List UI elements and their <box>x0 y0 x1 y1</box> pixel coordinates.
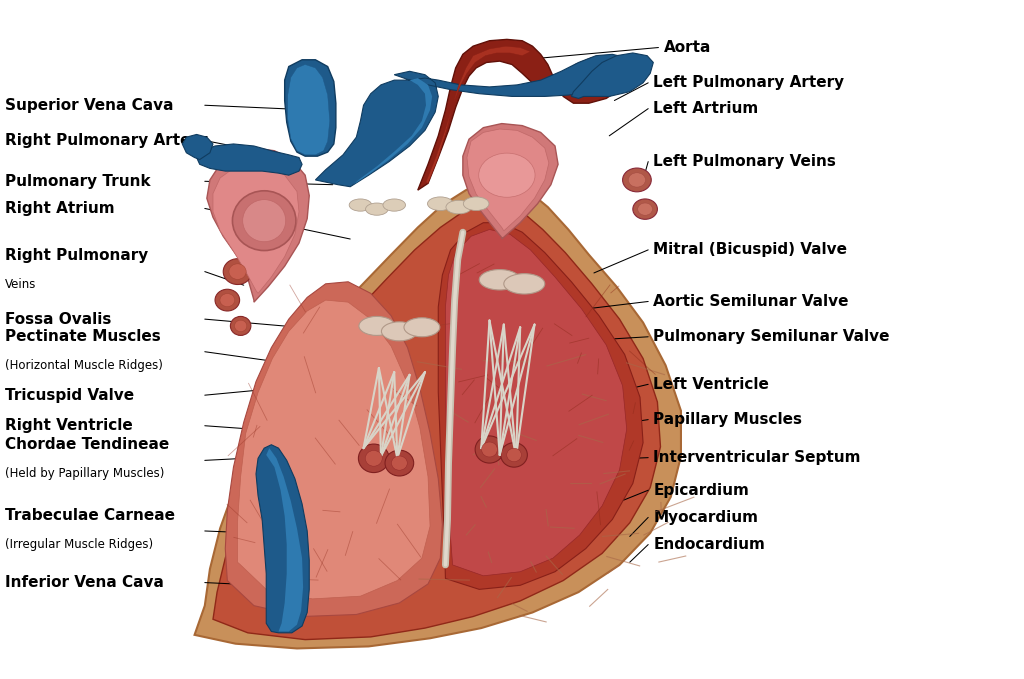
Text: Left Pulmonary Veins: Left Pulmonary Veins <box>653 154 837 169</box>
Polygon shape <box>438 223 643 589</box>
Text: Right Pulmonary Artery: Right Pulmonary Artery <box>5 133 208 148</box>
Text: Endocardium: Endocardium <box>653 537 765 552</box>
Ellipse shape <box>232 191 296 251</box>
Ellipse shape <box>629 173 645 187</box>
Ellipse shape <box>358 316 395 335</box>
Ellipse shape <box>475 436 504 463</box>
Text: Aortic Semilunar Valve: Aortic Semilunar Valve <box>653 294 849 309</box>
Polygon shape <box>197 144 302 175</box>
Ellipse shape <box>383 199 406 211</box>
Polygon shape <box>182 134 213 160</box>
Ellipse shape <box>504 274 545 294</box>
Polygon shape <box>288 65 330 155</box>
Text: Left Ventricle: Left Ventricle <box>653 377 769 392</box>
Text: Interventricular Septum: Interventricular Septum <box>653 450 861 465</box>
Polygon shape <box>213 204 660 640</box>
Ellipse shape <box>234 320 247 331</box>
Text: Inferior Vena Cava: Inferior Vena Cava <box>5 575 164 590</box>
Ellipse shape <box>381 322 418 341</box>
Text: Superior Vena Cava: Superior Vena Cava <box>5 98 174 113</box>
Text: Tricuspid Valve: Tricuspid Valve <box>5 388 134 403</box>
Polygon shape <box>207 148 309 302</box>
Ellipse shape <box>229 264 246 279</box>
Polygon shape <box>315 54 633 187</box>
Ellipse shape <box>478 153 535 197</box>
Polygon shape <box>285 60 336 156</box>
Text: (Irregular Muscle Ridges): (Irregular Muscle Ridges) <box>5 538 154 551</box>
Text: Veins: Veins <box>5 278 37 291</box>
Ellipse shape <box>481 442 498 457</box>
Text: Aorta: Aorta <box>664 40 711 55</box>
Polygon shape <box>463 124 558 239</box>
Ellipse shape <box>385 450 414 476</box>
Text: Pectinate Muscles: Pectinate Muscles <box>5 329 161 344</box>
Polygon shape <box>418 39 630 190</box>
Text: Myocardium: Myocardium <box>653 510 759 525</box>
Text: Epicardium: Epicardium <box>653 483 750 498</box>
Polygon shape <box>213 164 299 293</box>
Ellipse shape <box>366 450 382 466</box>
Polygon shape <box>353 78 432 185</box>
Polygon shape <box>195 182 681 648</box>
Polygon shape <box>238 300 430 599</box>
Ellipse shape <box>446 200 471 214</box>
Polygon shape <box>426 46 530 183</box>
Ellipse shape <box>391 456 408 470</box>
Text: Mitral (Bicuspid) Valve: Mitral (Bicuspid) Valve <box>653 242 847 257</box>
Ellipse shape <box>349 199 372 211</box>
Text: Left Artrium: Left Artrium <box>653 101 759 116</box>
Text: Chordae Tendineae: Chordae Tendineae <box>5 437 169 452</box>
Text: (Horizontal Muscle Ridges): (Horizontal Muscle Ridges) <box>5 359 163 371</box>
Text: Papillary Muscles: Papillary Muscles <box>653 412 803 427</box>
Text: Right Atrium: Right Atrium <box>5 201 115 216</box>
Ellipse shape <box>623 168 651 191</box>
Polygon shape <box>445 230 627 576</box>
Ellipse shape <box>633 199 657 219</box>
Ellipse shape <box>220 293 234 307</box>
Text: Right Pulmonary: Right Pulmonary <box>5 249 148 263</box>
Text: (Held by Papillary Muscles): (Held by Papillary Muscles) <box>5 467 165 480</box>
Ellipse shape <box>223 259 252 285</box>
Ellipse shape <box>403 318 440 337</box>
Polygon shape <box>467 129 549 231</box>
Ellipse shape <box>230 316 251 335</box>
Text: Left Pulmonary Artery: Left Pulmonary Artery <box>653 75 845 90</box>
Ellipse shape <box>243 200 286 242</box>
Text: Pulmonary Trunk: Pulmonary Trunk <box>5 174 151 189</box>
Ellipse shape <box>215 289 240 311</box>
Ellipse shape <box>479 270 520 290</box>
Ellipse shape <box>501 443 527 467</box>
Text: Fossa Ovalis: Fossa Ovalis <box>5 312 112 327</box>
Ellipse shape <box>366 203 388 215</box>
Polygon shape <box>256 445 309 633</box>
Ellipse shape <box>358 444 389 473</box>
Text: Trabeculae Carneae: Trabeculae Carneae <box>5 508 175 523</box>
Ellipse shape <box>638 203 652 215</box>
Text: Pulmonary Semilunar Valve: Pulmonary Semilunar Valve <box>653 329 890 344</box>
Ellipse shape <box>428 197 453 210</box>
Polygon shape <box>266 448 303 631</box>
Ellipse shape <box>463 197 489 210</box>
Ellipse shape <box>507 448 521 462</box>
Text: Right Ventricle: Right Ventricle <box>5 418 133 433</box>
Polygon shape <box>571 53 653 98</box>
Polygon shape <box>225 282 442 617</box>
